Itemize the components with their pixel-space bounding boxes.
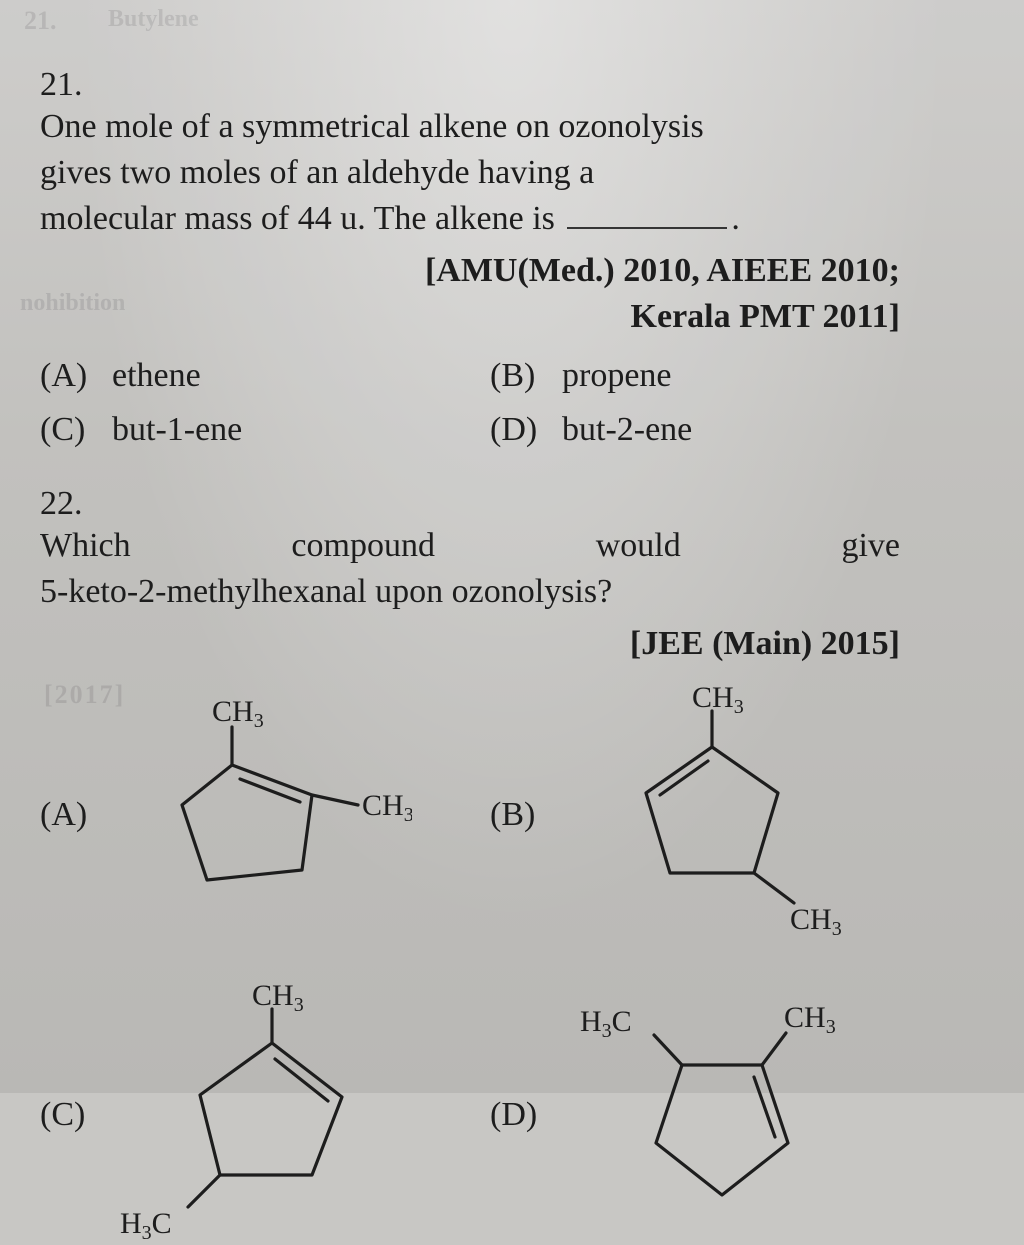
option-label: (C) [40,1092,112,1138]
svg-text:CH3: CH3 [692,685,744,718]
word: Which [40,527,131,564]
question-21: 21. One mole of a symmetrical alkene on … [40,60,964,453]
svg-text:CH3: CH3 [362,789,412,826]
q22-ref: [JEE (Main) 2015] [40,621,900,667]
svg-text:CH3: CH3 [252,985,304,1016]
molecule-c-icon: CH3 H3C [112,985,412,1245]
q21-text: One mole of a symmetrical alkene on ozon… [40,104,900,242]
q21-ref-line: Kerala PMT 2011] [631,298,900,335]
q22-body: Which compound would give 5-keto-2-methy… [40,523,900,1245]
q22-line1: Which compound would give [40,523,900,569]
ghost-text: 21. [24,6,57,36]
option-label: (B) [490,792,562,838]
option-text: propene [562,357,672,394]
svg-text:CH3: CH3 [784,1001,836,1038]
q21-line: One mole of a symmetrical alkene on ozon… [40,108,704,145]
q22-option-c: (C) CH3 H3C [40,985,450,1245]
question-22: 22. Which compound would give 5-keto-2-m… [40,479,964,1245]
q22-option-a: (A) CH3 CH3 [40,685,450,945]
svg-text:H3C: H3C [580,1005,632,1042]
word: give [841,527,900,564]
q22-number: 22. [40,479,110,523]
q21-option-a: (A)ethene [40,353,450,399]
svg-text:CH3: CH3 [212,695,264,732]
word: compound [291,527,435,564]
q21-number: 21. [40,60,110,104]
svg-text:CH3: CH3 [790,903,842,940]
q21-option-c: (C)but-1-ene [40,407,450,453]
q21-option-d: (D)but-2-ene [490,407,900,453]
q22-option-d: (D) CH3 H3C [490,985,900,1245]
q21-options: (A)ethene (B)propene (C)but-1-ene (D)but… [40,353,900,453]
fill-blank [567,202,727,229]
option-label: (A) [40,792,112,838]
q22-molecules: (A) CH3 CH3 [40,685,900,1245]
q22-option-b: (B) CH3 CH3 [490,685,900,945]
q21-body: One mole of a symmetrical alkene on ozon… [40,104,900,453]
word: would [596,527,681,564]
option-text: but-1-ene [112,411,242,448]
q21-ref: [AMU(Med.) 2010, AIEEE 2010; Kerala PMT … [40,248,900,340]
q21-option-b: (B)propene [490,353,900,399]
q21-line: molecular mass of 44 u. The alkene is [40,200,555,237]
q21-line: gives two moles of an aldehyde having a [40,150,900,196]
option-label: (D) [490,1092,562,1138]
molecule-b-icon: CH3 CH3 [562,685,862,945]
molecule-d-icon: CH3 H3C [562,995,862,1235]
ghost-text: Butylene [108,6,199,33]
q21-ref-line: [AMU(Med.) 2010, AIEEE 2010; [425,252,900,289]
option-text: but-2-ene [562,411,692,448]
option-text: ethene [112,357,201,394]
page: 21. Butylene [2017] nohibition 21. One m… [0,0,1024,1093]
svg-text:H3C: H3C [120,1207,172,1244]
q22-line2: 5-keto-2-methylhexanal upon ozonolysis? [40,569,900,615]
molecule-a-icon: CH3 CH3 [112,695,412,935]
